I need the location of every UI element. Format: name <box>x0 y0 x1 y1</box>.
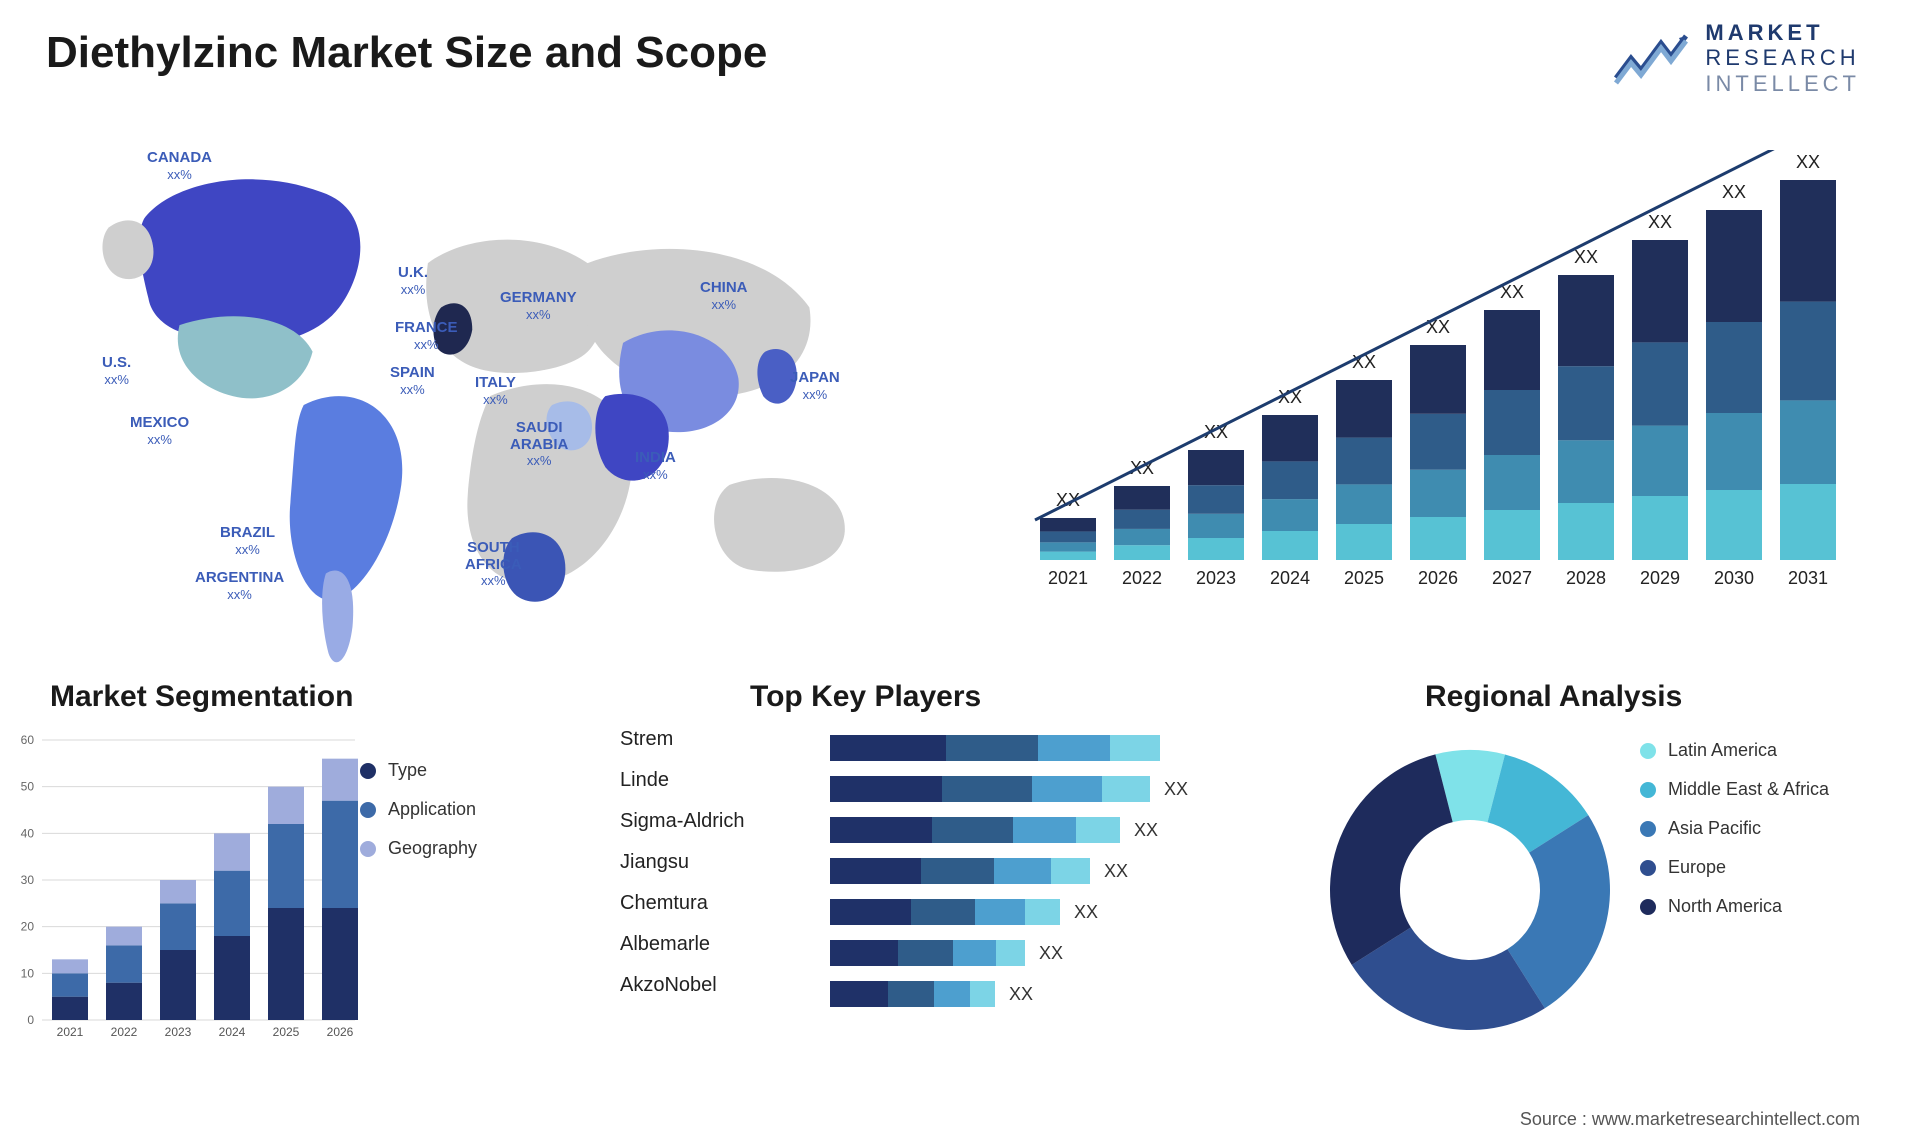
svg-text:30: 30 <box>21 873 35 887</box>
segmentation-chart-svg: 0 10 20 30 40 50 60 2021 2022 2023 2024 2025 2026 <box>10 730 360 1050</box>
player-bar: XX <box>830 817 1250 843</box>
legend-item: Application <box>360 799 540 820</box>
svg-text:2028: 2028 <box>1566 568 1606 588</box>
player-name: Sigma-Aldrich <box>620 810 790 833</box>
svg-text:XX: XX <box>1796 152 1820 172</box>
svg-text:XX: XX <box>1574 247 1598 267</box>
player-name: Linde <box>620 769 790 792</box>
map-label: ITALYxx% <box>475 375 516 408</box>
svg-text:2023: 2023 <box>165 1025 192 1039</box>
map-label: GERMANYxx% <box>500 290 577 323</box>
player-bar: XX <box>830 776 1250 802</box>
players-title: Top Key Players <box>750 680 981 714</box>
svg-text:2027: 2027 <box>1492 568 1532 588</box>
svg-text:2022: 2022 <box>111 1025 138 1039</box>
svg-text:2031: 2031 <box>1788 568 1828 588</box>
svg-text:2029: 2029 <box>1640 568 1680 588</box>
player-bar: XX <box>830 899 1250 925</box>
legend-item: Asia Pacific <box>1640 818 1890 839</box>
svg-text:2026: 2026 <box>1418 568 1458 588</box>
svg-text:0: 0 <box>27 1013 34 1027</box>
world-map: CANADAxx% U.S.xx% MEXICOxx% BRAZILxx% ARGENT… <box>40 130 940 650</box>
regional-legend: Latin America Middle East & Africa Asia Pa… <box>1640 740 1890 935</box>
svg-text:10: 10 <box>21 966 35 980</box>
player-bar: XX <box>830 858 1250 884</box>
page-title: Diethylzinc Market Size and Scope <box>46 28 767 78</box>
regional-title: Regional Analysis <box>1425 680 1682 714</box>
logo-line-1: MARKET <box>1705 20 1860 45</box>
legend-item: Middle East & Africa <box>1640 779 1890 800</box>
svg-text:2024: 2024 <box>1270 568 1310 588</box>
player-name: Jiangsu <box>620 851 790 874</box>
regional-donut <box>1310 730 1630 1050</box>
svg-text:XX: XX <box>1722 182 1746 202</box>
player-bar <box>830 735 1250 761</box>
growth-chart-svg: XX2021XX2022XX2023XX2024XX2025XX2026XX20… <box>1010 150 1860 600</box>
legend-item: Europe <box>1640 857 1890 878</box>
legend-item: Geography <box>360 838 540 859</box>
svg-text:40: 40 <box>21 826 35 840</box>
map-label: U.S.xx% <box>102 355 131 388</box>
player-bar: XX <box>830 981 1250 1007</box>
legend-item: Latin America <box>1640 740 1890 761</box>
map-label: ARGENTINAxx% <box>195 570 284 603</box>
map-label: CHINAxx% <box>700 280 748 313</box>
svg-text:2021: 2021 <box>1048 568 1088 588</box>
map-label: SAUDIARABIAxx% <box>510 420 568 470</box>
player-name: Chemtura <box>620 892 790 915</box>
svg-text:20: 20 <box>21 920 35 934</box>
svg-text:2024: 2024 <box>219 1025 246 1039</box>
svg-text:2030: 2030 <box>1714 568 1754 588</box>
map-label: BRAZILxx% <box>220 525 275 558</box>
svg-text:2023: 2023 <box>1196 568 1236 588</box>
map-label: INDIAxx% <box>635 450 676 483</box>
svg-text:60: 60 <box>21 733 35 747</box>
segmentation-legend: Type Application Geography <box>360 760 540 877</box>
map-label: U.K.xx% <box>398 265 428 298</box>
player-name: Albemarle <box>620 933 790 956</box>
svg-text:2025: 2025 <box>1344 568 1384 588</box>
players-list: Strem Linde Sigma-Aldrich Jiangsu Chemtura Al… <box>620 728 790 1015</box>
svg-text:2025: 2025 <box>273 1025 300 1039</box>
logo-line-2: RESEARCH <box>1705 45 1860 70</box>
svg-text:2026: 2026 <box>327 1025 354 1039</box>
brand-logo: MARKET RESEARCH INTELLECT <box>1611 20 1860 96</box>
growth-bar-chart: XX2021XX2022XX2023XX2024XX2025XX2026XX20… <box>1010 150 1860 600</box>
logo-line-3: INTELLECT <box>1705 71 1860 96</box>
svg-text:2021: 2021 <box>57 1025 84 1039</box>
player-name: AkzoNobel <box>620 974 790 997</box>
map-label: FRANCExx% <box>395 320 458 353</box>
map-label: SOUTHAFRICAxx% <box>465 540 522 590</box>
svg-text:2022: 2022 <box>1122 568 1162 588</box>
map-label: SPAINxx% <box>390 365 435 398</box>
legend-item: Type <box>360 760 540 781</box>
segmentation-title: Market Segmentation <box>50 680 353 714</box>
map-label: CANADAxx% <box>147 150 212 183</box>
legend-item: North America <box>1640 896 1890 917</box>
map-label: MEXICOxx% <box>130 415 189 448</box>
svg-text:XX: XX <box>1648 212 1672 232</box>
logo-mark-icon <box>1611 28 1691 88</box>
players-bars: XX XX XX XX XX XX <box>830 735 1250 1022</box>
map-label: JAPANxx% <box>790 370 840 403</box>
svg-text:50: 50 <box>21 780 35 794</box>
player-bar: XX <box>830 940 1250 966</box>
player-name: Strem <box>620 728 790 751</box>
source-text: Source : www.marketresearchintellect.com <box>1520 1109 1860 1130</box>
svg-text:XX: XX <box>1426 317 1450 337</box>
regional-donut-svg <box>1310 730 1630 1050</box>
